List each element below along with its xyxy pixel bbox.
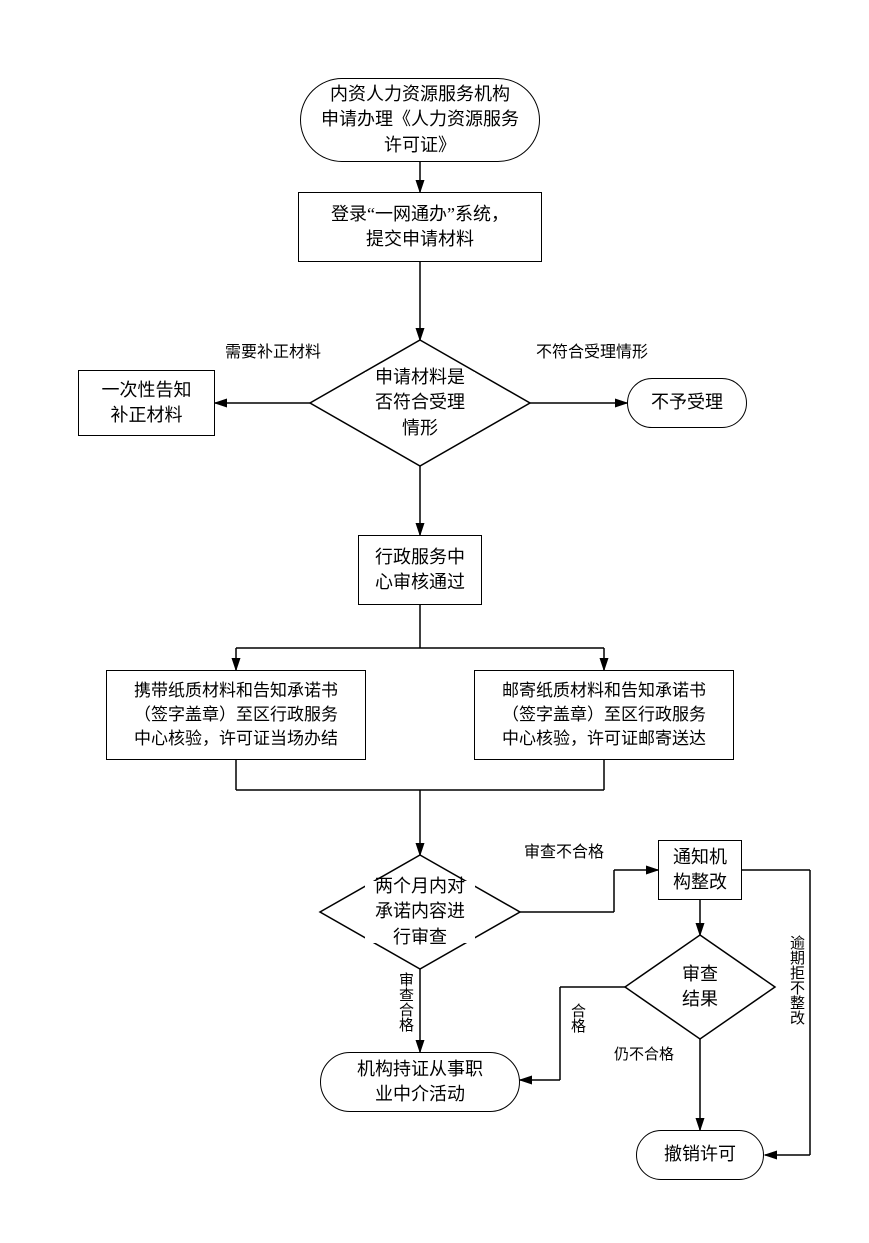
node-supplement-text: 一次性告知 补正材料 xyxy=(102,378,192,428)
label-fail1: 审查不合格 xyxy=(524,838,604,862)
node-start-text: 内资人力资源服务机构 申请办理《人力资源服务 许可证》 xyxy=(321,82,519,158)
label-fail2: 仍不合格 xyxy=(614,1043,674,1064)
node-option-a-text: 携带纸质材料和告知承诺书 （签字盖章）至区行政服务 中心核验，许可证当场办结 xyxy=(134,679,338,750)
node-check3: 审查 结果 xyxy=(670,965,730,1009)
node-option-b: 邮寄纸质材料和告知承诺书 （签字盖章）至区行政服务 中心核验，许可证邮寄送达 xyxy=(474,670,734,760)
node-notify: 通知机 构整改 xyxy=(658,840,742,900)
node-final-ok: 机构持证从事职 业中介活动 xyxy=(320,1052,520,1112)
node-approve: 行政服务中 心审核通过 xyxy=(358,535,482,605)
node-reject: 不予受理 xyxy=(627,378,747,428)
node-check2-text: 两个月内对 承诺内容进 行审查 xyxy=(375,874,465,950)
node-final-ok-text: 机构持证从事职 业中介活动 xyxy=(357,1057,483,1107)
node-revoke: 撤销许可 xyxy=(636,1130,764,1180)
node-start: 内资人力资源服务机构 申请办理《人力资源服务 许可证》 xyxy=(300,78,540,162)
node-approve-text: 行政服务中 心审核通过 xyxy=(375,545,465,595)
node-check1-text: 申请材料是 否符合受理 情形 xyxy=(375,365,465,441)
node-revoke-text: 撤销许可 xyxy=(664,1142,736,1167)
node-option-b-text: 邮寄纸质材料和告知承诺书 （签字盖章）至区行政服务 中心核验，许可证邮寄送达 xyxy=(502,679,706,750)
node-notify-text: 通知机 构整改 xyxy=(673,845,727,895)
node-reject-text: 不予受理 xyxy=(651,390,723,415)
node-check3-text: 审查 结果 xyxy=(682,962,718,1012)
label-not-meet: 不符合受理情形 xyxy=(536,338,648,362)
label-pass2: 合格 xyxy=(567,1003,588,1033)
label-pass1: 审查合格 xyxy=(395,972,416,1032)
label-refuse: 逾期拒不整改 xyxy=(786,935,807,1025)
node-supplement: 一次性告知 补正材料 xyxy=(78,370,215,436)
node-login-text: 登录“一网通办”系统， 提交申请材料 xyxy=(331,202,509,252)
node-option-a: 携带纸质材料和告知承诺书 （签字盖章）至区行政服务 中心核验，许可证当场办结 xyxy=(106,670,366,760)
node-login: 登录“一网通办”系统， 提交申请材料 xyxy=(298,192,542,262)
label-need-supp: 需要补正材料 xyxy=(225,338,321,362)
node-check1: 申请材料是 否符合受理 情形 xyxy=(365,372,475,434)
node-check2: 两个月内对 承诺内容进 行审查 xyxy=(365,881,475,943)
